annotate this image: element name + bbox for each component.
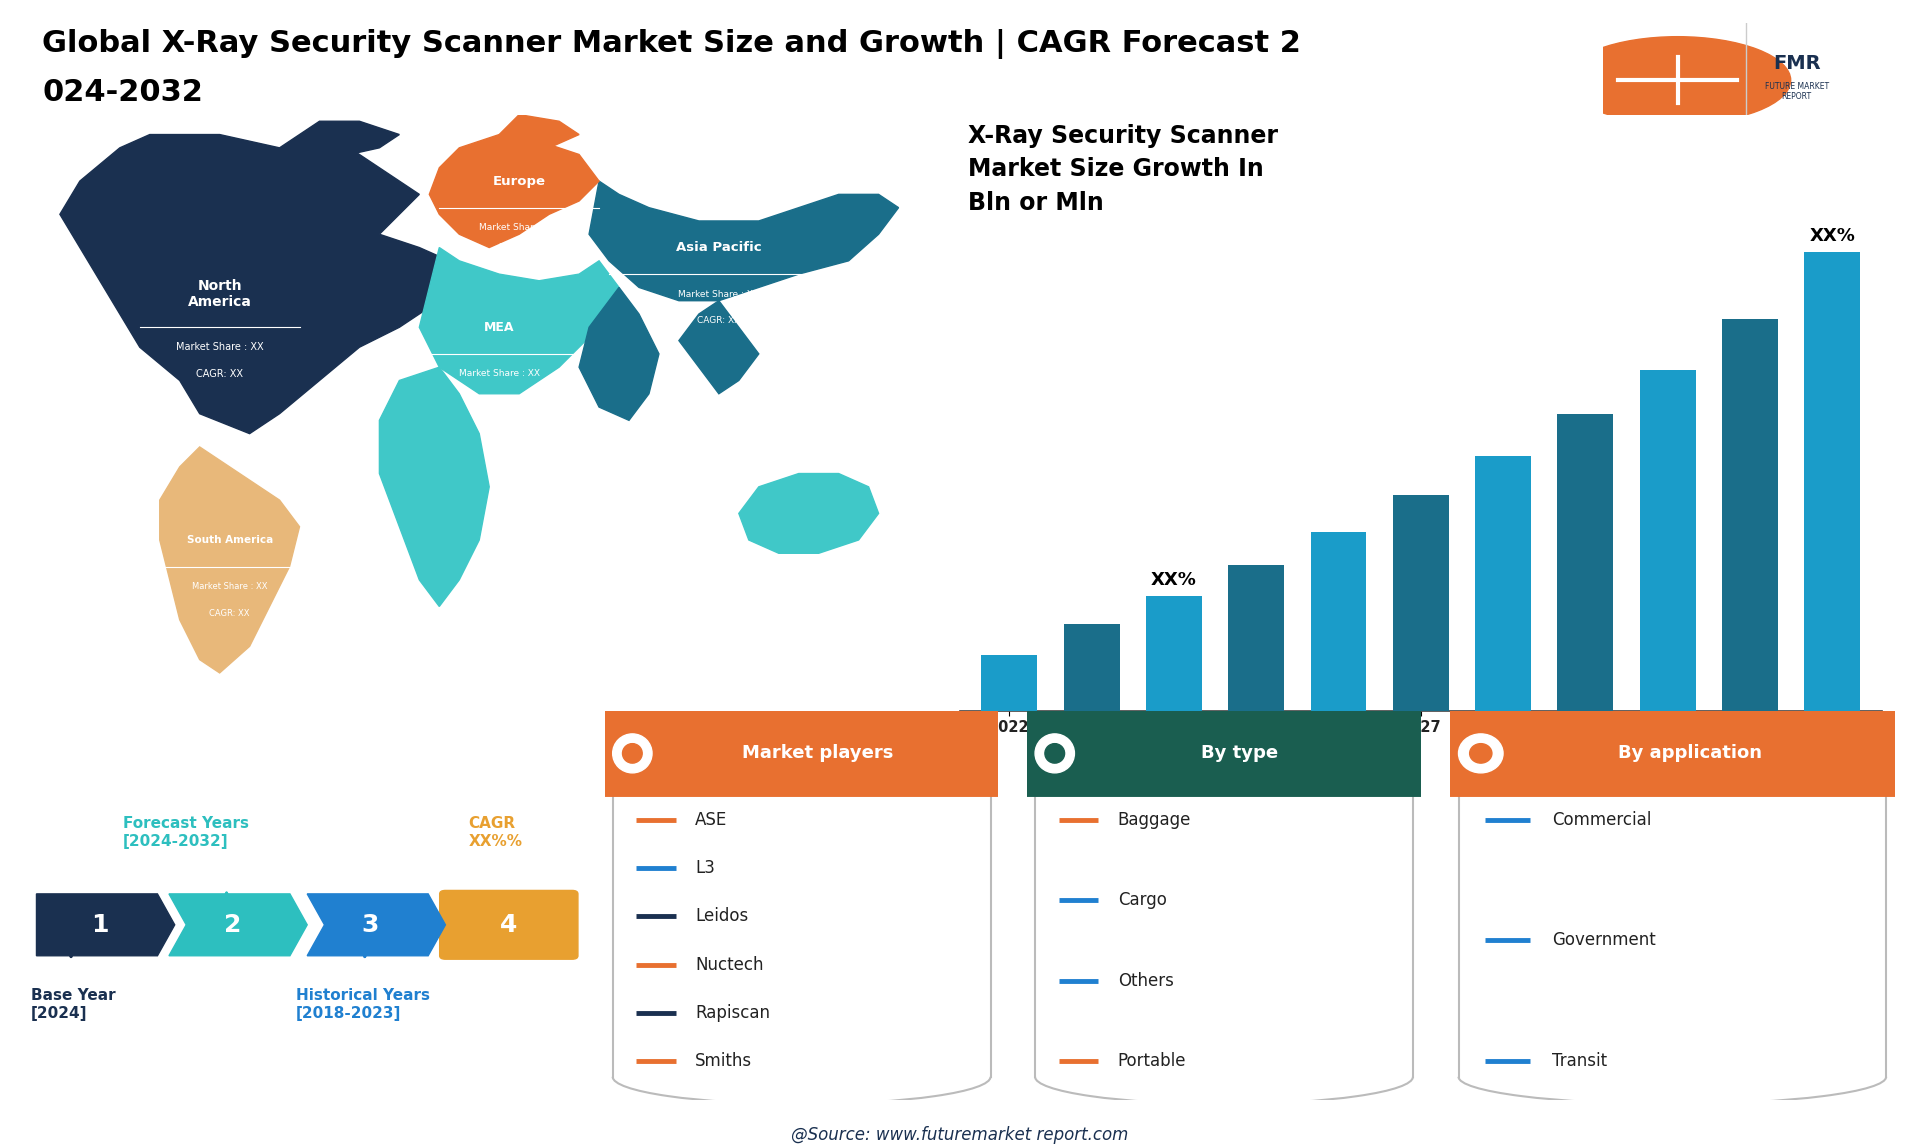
Circle shape xyxy=(612,733,653,772)
Text: CAGR: XX: CAGR: XX xyxy=(478,395,520,405)
Circle shape xyxy=(622,744,641,763)
Bar xyxy=(1064,623,1119,711)
Bar xyxy=(1311,532,1367,711)
Polygon shape xyxy=(499,115,580,148)
Text: Market players: Market players xyxy=(741,745,893,762)
Text: FUTURE MARKET
REPORT: FUTURE MARKET REPORT xyxy=(1764,83,1828,101)
Circle shape xyxy=(1565,37,1791,124)
Bar xyxy=(981,654,1037,711)
Circle shape xyxy=(1459,733,1503,772)
Polygon shape xyxy=(307,894,445,956)
Bar xyxy=(1640,369,1695,711)
Circle shape xyxy=(1035,733,1075,772)
Text: Global X-Ray Security Scanner Market Size and Growth | CAGR Forecast 2: Global X-Ray Security Scanner Market Siz… xyxy=(42,29,1302,58)
Text: ASE: ASE xyxy=(695,810,728,829)
Text: By application: By application xyxy=(1619,745,1763,762)
Polygon shape xyxy=(60,134,449,433)
Text: Commercial: Commercial xyxy=(1551,810,1651,829)
Text: 3: 3 xyxy=(361,913,380,936)
Polygon shape xyxy=(36,894,175,956)
Text: Portable: Portable xyxy=(1117,1052,1187,1070)
Polygon shape xyxy=(739,473,879,554)
Text: FMR: FMR xyxy=(1772,54,1820,72)
FancyBboxPatch shape xyxy=(597,711,1006,796)
Polygon shape xyxy=(680,300,758,394)
Text: X-Ray Security Scanner
Market Size Growth In
Bln or Mln: X-Ray Security Scanner Market Size Growt… xyxy=(968,124,1279,214)
Bar xyxy=(1805,252,1860,711)
Text: CAGR: XX: CAGR: XX xyxy=(497,243,541,252)
Text: Asia Pacific: Asia Pacific xyxy=(676,241,762,254)
Text: Historical Years
[2018-2023]: Historical Years [2018-2023] xyxy=(296,988,430,1021)
FancyBboxPatch shape xyxy=(1020,711,1428,796)
Bar xyxy=(1557,414,1613,711)
Bar xyxy=(1722,320,1778,711)
Text: CAGR
XX%%: CAGR XX%% xyxy=(468,816,522,849)
Text: @Source: www.futuremarket report.com: @Source: www.futuremarket report.com xyxy=(791,1127,1129,1144)
Text: XX%: XX% xyxy=(1809,227,1855,245)
Text: Leidos: Leidos xyxy=(695,908,749,925)
Polygon shape xyxy=(419,248,618,394)
Text: By type: By type xyxy=(1202,745,1279,762)
Circle shape xyxy=(1469,744,1492,763)
Text: 1: 1 xyxy=(90,913,109,936)
Text: CAGR: XX: CAGR: XX xyxy=(196,369,244,379)
Polygon shape xyxy=(580,288,659,421)
FancyBboxPatch shape xyxy=(1440,711,1905,796)
Text: Base Year
[2024]: Base Year [2024] xyxy=(31,988,115,1021)
Text: CAGR: XX: CAGR: XX xyxy=(697,316,741,325)
Text: Market Share : XX: Market Share : XX xyxy=(459,369,540,378)
Bar xyxy=(1392,495,1450,711)
Text: L3: L3 xyxy=(695,860,716,877)
Text: South America: South America xyxy=(186,535,273,545)
Text: Market Share : XX: Market Share : XX xyxy=(177,343,263,352)
Text: Europe: Europe xyxy=(493,174,545,188)
FancyBboxPatch shape xyxy=(440,890,578,959)
Text: Transit: Transit xyxy=(1551,1052,1607,1070)
Text: MEA: MEA xyxy=(484,321,515,333)
Polygon shape xyxy=(380,367,490,606)
Text: Smiths: Smiths xyxy=(695,1052,753,1070)
Bar xyxy=(1146,596,1202,711)
Text: 024-2032: 024-2032 xyxy=(42,78,204,107)
Text: North
America: North America xyxy=(188,278,252,309)
Text: Government: Government xyxy=(1551,932,1655,949)
Text: Market Share : XX: Market Share : XX xyxy=(192,582,267,591)
Text: Market Share : XX: Market Share : XX xyxy=(478,223,559,233)
Polygon shape xyxy=(589,181,899,300)
Polygon shape xyxy=(169,894,307,956)
Polygon shape xyxy=(280,121,399,155)
Text: Cargo: Cargo xyxy=(1117,892,1167,909)
Polygon shape xyxy=(430,134,599,248)
Text: Nuctech: Nuctech xyxy=(695,956,764,974)
Text: XX%: XX% xyxy=(1150,571,1196,589)
Text: Rapiscan: Rapiscan xyxy=(695,1004,770,1022)
Text: Others: Others xyxy=(1117,972,1173,990)
Text: Market Share : XX: Market Share : XX xyxy=(678,290,758,299)
Text: Baggage: Baggage xyxy=(1117,810,1190,829)
Text: 4: 4 xyxy=(499,913,518,936)
Text: CAGR: XX: CAGR: XX xyxy=(209,609,250,618)
Circle shape xyxy=(1044,744,1064,763)
Text: Forecast Years
[2024-2032]: Forecast Years [2024-2032] xyxy=(123,816,250,849)
Text: 2: 2 xyxy=(223,913,242,936)
Bar xyxy=(1475,456,1530,711)
Bar xyxy=(1229,565,1284,711)
Polygon shape xyxy=(159,447,300,673)
